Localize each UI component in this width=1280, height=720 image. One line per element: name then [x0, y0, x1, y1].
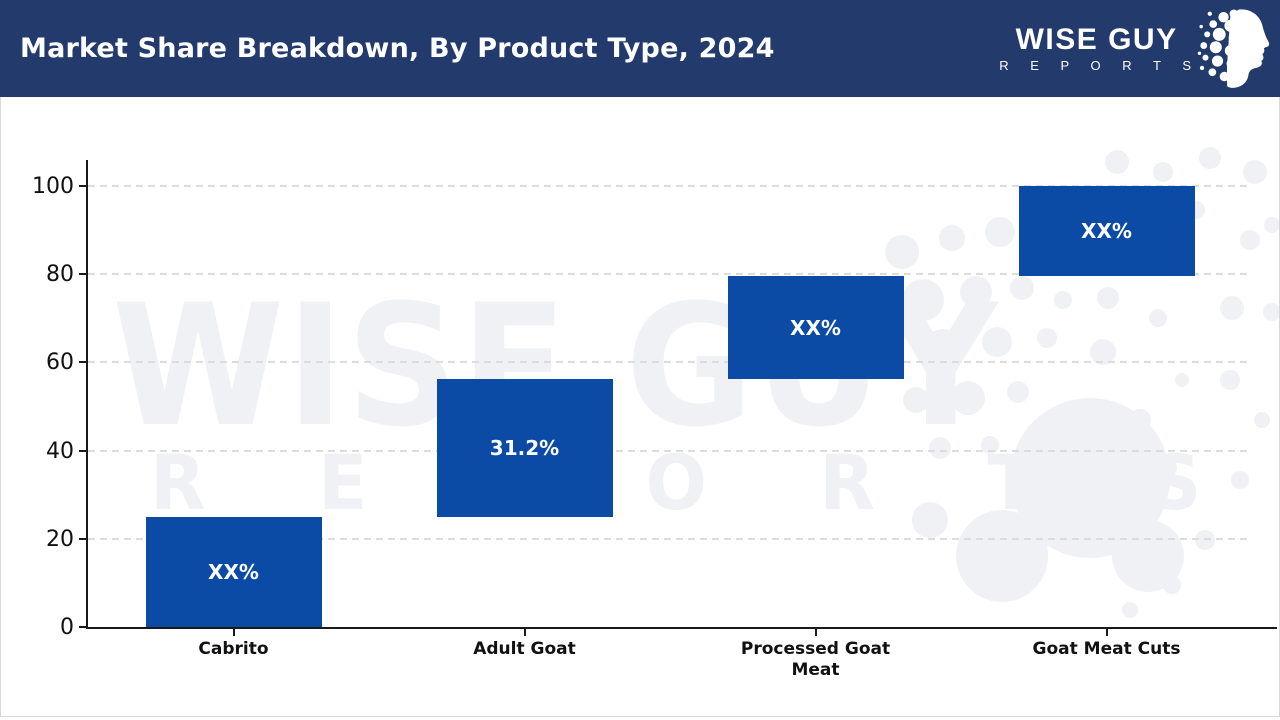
- gridline-y100: [88, 185, 1252, 187]
- x-axis-spine: [86, 627, 1277, 629]
- bar-value-label-3: XX%: [790, 315, 841, 340]
- category-label-4: Goat Meat Cuts: [1032, 639, 1181, 659]
- bar-1: XX%: [145, 516, 322, 627]
- bar-3: XX%: [727, 275, 904, 380]
- y-tick-label-80: 80: [46, 262, 74, 288]
- gridline-y60: [88, 361, 1252, 364]
- category-label-1: Cabrito: [198, 639, 269, 659]
- y-tick-100: [79, 185, 87, 187]
- logo-reports-label: R E P O R T S: [999, 57, 1200, 73]
- x-tick-2: [523, 629, 526, 636]
- bar-2: 31.2%: [436, 379, 613, 517]
- y-tick-label-20: 20: [46, 526, 74, 552]
- category-label-3: Processed Goat Meat: [740, 639, 891, 681]
- gridline-y80: [88, 273, 1252, 276]
- y-tick-0: [79, 626, 87, 628]
- y-tick-label-40: 40: [46, 438, 74, 464]
- bar-value-label-4: XX%: [1081, 218, 1132, 243]
- gridline-y40: [88, 449, 1252, 452]
- bar-value-label-2: 31.2%: [489, 435, 560, 460]
- y-tick-label-0: 0: [60, 615, 74, 640]
- x-tick-1: [232, 629, 235, 636]
- chart-title: Market Share Breakdown, By Product Type,…: [20, 33, 775, 64]
- wise-guy-logo: WISE GUY R E P O R T S: [993, 0, 1272, 97]
- y-tick-label-60: 60: [46, 350, 74, 376]
- y-tick-60: [79, 361, 87, 364]
- gridline-y20: [88, 537, 1252, 540]
- y-tick-80: [79, 273, 87, 276]
- y-tick-label-100: 100: [32, 174, 74, 199]
- y-tick-40: [79, 449, 87, 452]
- x-tick-3: [814, 629, 817, 636]
- y-axis-spine: [86, 160, 88, 629]
- logo-face-icon: [1197, 8, 1270, 88]
- bar-4: XX%: [1018, 186, 1195, 276]
- logo-text: WISE GUY R E P O R T S: [993, 24, 1200, 73]
- y-tick-20: [79, 537, 87, 540]
- bar-value-label-1: XX%: [208, 559, 259, 584]
- x-tick-4: [1105, 629, 1108, 636]
- category-label-2: Adult Goat: [473, 639, 576, 659]
- logo-wordmark: WISE GUY: [1015, 23, 1178, 57]
- header-bar: Market Share Breakdown, By Product Type,…: [0, 0, 1280, 97]
